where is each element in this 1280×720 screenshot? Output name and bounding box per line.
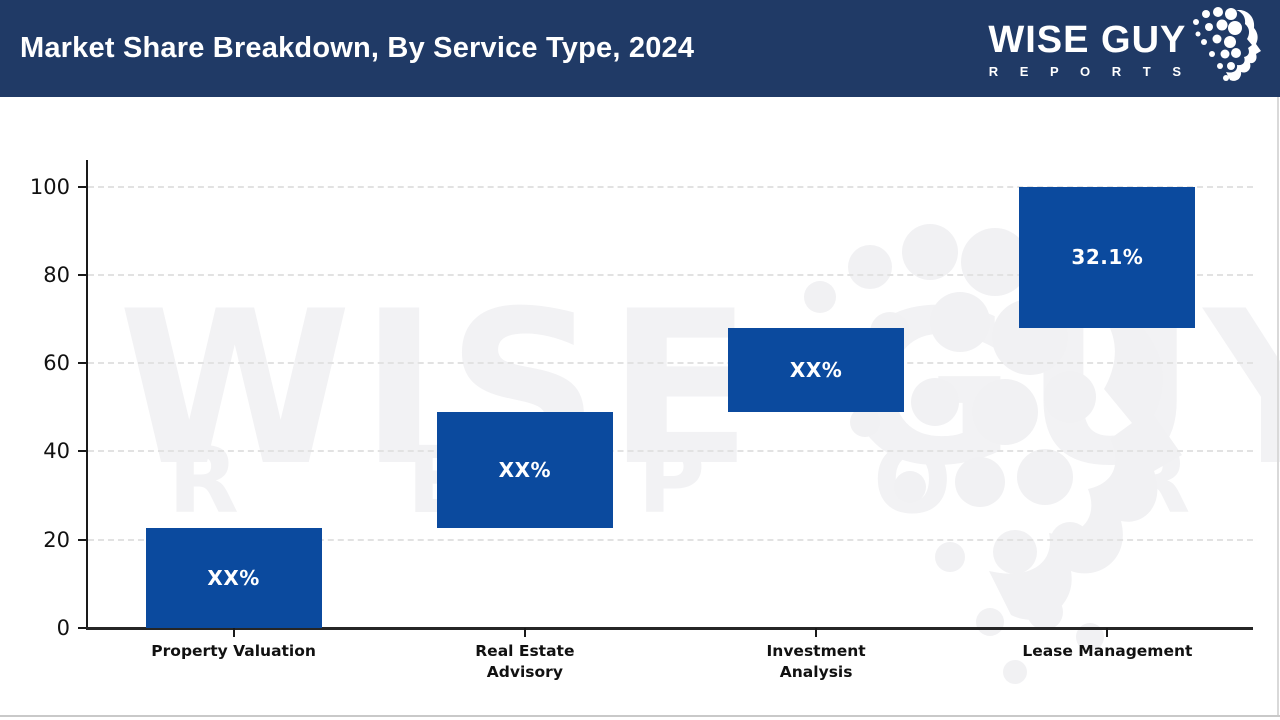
x-axis-tick xyxy=(232,628,235,637)
watermark-subtitle: R E P O R T S xyxy=(168,427,1280,534)
header-bar: Market Share Breakdown, By Service Type,… xyxy=(0,0,1280,97)
y-axis-tick xyxy=(78,362,88,365)
y-axis-tick-label: 100 xyxy=(29,174,70,199)
y-axis-tick-label: 80 xyxy=(43,262,70,287)
y-axis-tick-label: 0 xyxy=(56,616,70,640)
bar-value-label: 32.1% xyxy=(1071,245,1144,270)
x-axis-category-label: Investment Analysis xyxy=(766,642,866,681)
bar-value-label: XX% xyxy=(498,457,552,482)
y-axis-tick-label: 20 xyxy=(43,527,70,552)
y-axis-tick-label: 60 xyxy=(43,351,70,376)
logo-subtitle: R E P O R T S xyxy=(988,63,1190,79)
x-axis-category-label: Lease Management xyxy=(1022,642,1193,660)
gridline xyxy=(88,362,1253,365)
x-axis-category-label: Real Estate Advisory xyxy=(475,642,575,681)
y-axis-line xyxy=(86,160,88,628)
x-axis-tick xyxy=(815,628,818,637)
gridline xyxy=(88,450,1253,453)
bar-property-valuation xyxy=(145,528,322,628)
wise-guy-logo: WISE GUY R E P O R T S xyxy=(985,6,1262,92)
face-profile-icon xyxy=(1193,7,1261,81)
bar-real-estate-advisory xyxy=(436,411,613,529)
bar-value-label: XX% xyxy=(789,357,843,382)
figure-right-border xyxy=(1277,97,1279,716)
page-title: Market Share Breakdown, By Service Type,… xyxy=(20,32,695,64)
gridline xyxy=(88,538,1253,541)
x-axis-tick xyxy=(1106,628,1109,637)
y-axis-tick xyxy=(78,273,88,276)
x-axis-category-label: Property Valuation xyxy=(151,642,316,660)
figure-bottom-border xyxy=(0,715,1280,717)
bar-value-label: XX% xyxy=(207,566,260,591)
y-axis-tick xyxy=(78,450,88,453)
gridline xyxy=(88,273,1253,276)
x-axis-tick xyxy=(523,628,526,637)
logo-text: WISE GUY R E P O R T S xyxy=(985,21,1190,78)
chart-area: WISE GUY R E P O R T S 020406080100XX%Pr… xyxy=(0,97,1280,720)
y-axis-tick xyxy=(78,185,88,188)
logo-wordmark: WISE GUY xyxy=(988,18,1187,61)
bar-lease-management xyxy=(1019,186,1196,329)
bar-investment-analysis xyxy=(728,328,905,412)
y-axis-tick xyxy=(78,538,88,541)
y-axis-tick xyxy=(78,627,88,629)
x-axis-line xyxy=(86,627,1253,630)
y-axis-tick-label: 40 xyxy=(43,439,70,464)
gridline xyxy=(88,185,1253,188)
